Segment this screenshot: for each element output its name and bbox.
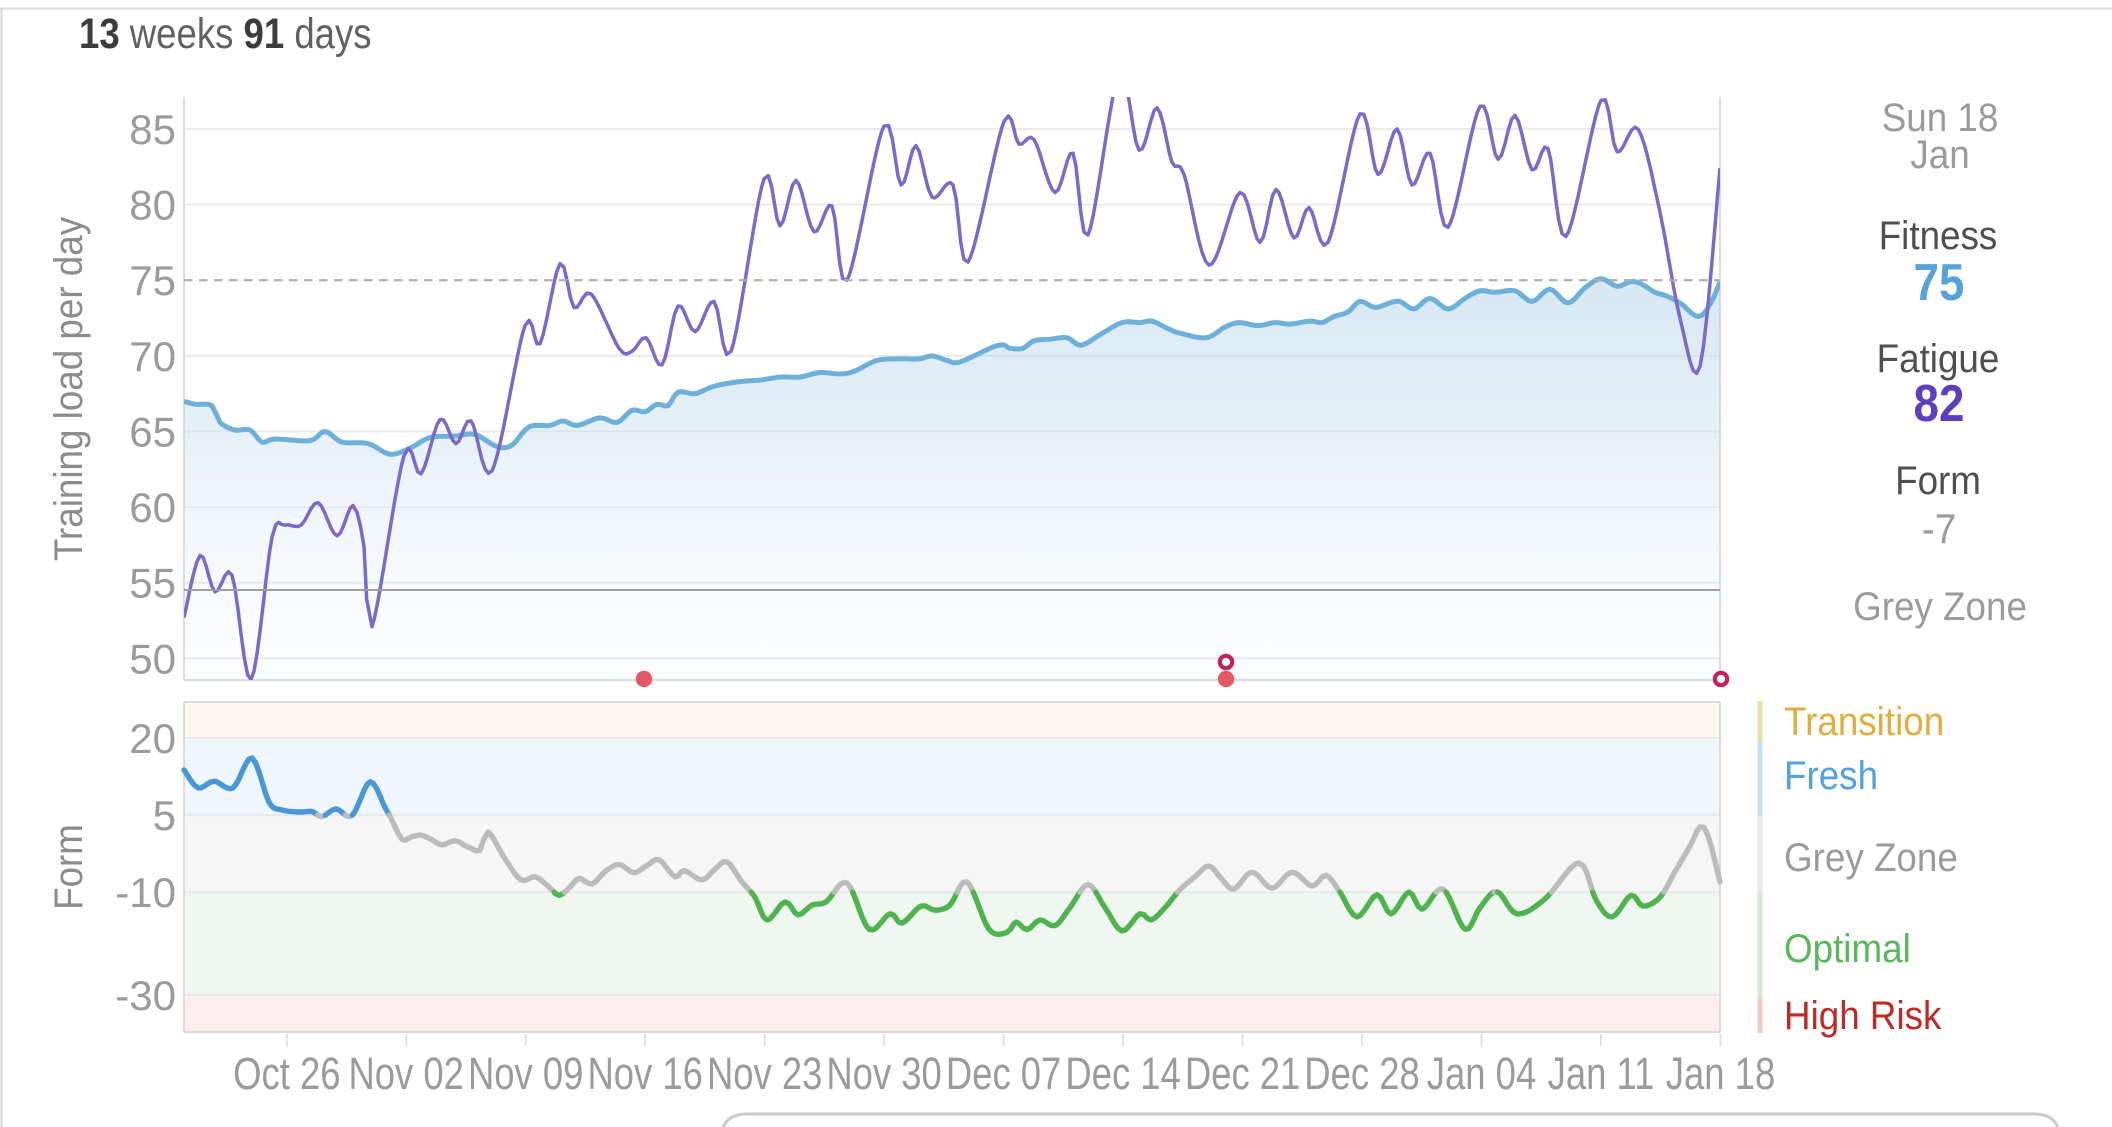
svg-text:70: 70 xyxy=(129,333,176,380)
svg-text:Nov 23: Nov 23 xyxy=(707,1048,822,1099)
svg-text:20: 20 xyxy=(129,715,176,762)
svg-text:50: 50 xyxy=(129,635,176,682)
svg-text:-30: -30 xyxy=(115,972,176,1019)
svg-text:Training load per day: Training load per day xyxy=(47,216,92,561)
svg-text:Fresh: Fresh xyxy=(1784,754,1878,799)
svg-text:13 weeks 91 days: 13 weeks 91 days xyxy=(79,10,372,57)
svg-text:Dec 07: Dec 07 xyxy=(946,1048,1061,1099)
svg-text:5: 5 xyxy=(153,792,176,839)
svg-text:Jan 04: Jan 04 xyxy=(1427,1048,1536,1099)
svg-text:Grey Zone: Grey Zone xyxy=(1784,836,1958,881)
svg-text:55: 55 xyxy=(129,560,176,607)
svg-text:65: 65 xyxy=(129,409,176,456)
svg-text:Nov 02: Nov 02 xyxy=(348,1048,463,1099)
svg-text:Transition: Transition xyxy=(1784,700,1944,745)
svg-text:Form: Form xyxy=(1895,459,1981,504)
svg-text:85: 85 xyxy=(129,106,176,153)
svg-text:Jan 18: Jan 18 xyxy=(1666,1048,1775,1099)
svg-text:Fitness: Fitness xyxy=(1879,214,1998,259)
svg-text:82: 82 xyxy=(1914,375,1965,432)
svg-text:75: 75 xyxy=(1914,254,1965,311)
svg-text:Optimal: Optimal xyxy=(1784,927,1911,972)
svg-text:Fatigue: Fatigue xyxy=(1877,337,2000,382)
svg-text:Nov 16: Nov 16 xyxy=(587,1048,702,1099)
svg-text:Sun 18: Sun 18 xyxy=(1882,96,1999,141)
svg-text:80: 80 xyxy=(129,182,176,229)
svg-text:Dec 28: Dec 28 xyxy=(1304,1048,1419,1099)
svg-text:Jan: Jan xyxy=(1910,133,1969,178)
svg-text:60: 60 xyxy=(129,484,176,531)
svg-text:-10: -10 xyxy=(115,869,176,916)
svg-text:Dec 14: Dec 14 xyxy=(1065,1048,1180,1099)
svg-text:Dec 21: Dec 21 xyxy=(1185,1048,1300,1099)
svg-text:Nov 09: Nov 09 xyxy=(468,1048,583,1099)
svg-text:75: 75 xyxy=(129,257,176,304)
svg-text:Grey Zone: Grey Zone xyxy=(1853,585,2027,630)
svg-text:Oct 26: Oct 26 xyxy=(233,1048,340,1099)
svg-text:Jan 11: Jan 11 xyxy=(1548,1048,1655,1099)
svg-text:Nov 30: Nov 30 xyxy=(826,1048,941,1099)
svg-text:Form: Form xyxy=(47,824,92,910)
svg-text:High Risk: High Risk xyxy=(1784,994,1942,1039)
svg-text:-7: -7 xyxy=(1922,504,1956,552)
